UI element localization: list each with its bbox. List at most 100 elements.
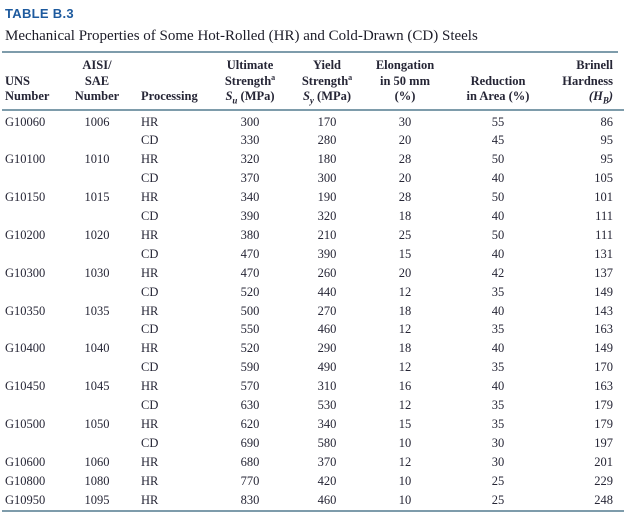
cell-aisi-sae-number bbox=[64, 320, 130, 339]
cell-reduction-in-area: 35 bbox=[491, 360, 505, 375]
cell-aisi-sae-number: 1095 bbox=[84, 492, 110, 507]
cell-aisi-sae-number: 1040 bbox=[84, 341, 110, 356]
table-row: G10400 1040 HR 520 290 18 40 149 bbox=[2, 339, 624, 358]
table-row: G10300 1030 HR 470 260 20 42 137 bbox=[2, 264, 624, 283]
table-row: G10600 1060 HR 680 370 12 30 201 bbox=[2, 453, 624, 472]
cell-processing: HR bbox=[141, 379, 159, 394]
cell-brinell-hardness: 111 bbox=[595, 209, 613, 224]
header-line: Sy (MPa) bbox=[302, 89, 352, 106]
cell-yield-strength: 530 bbox=[317, 398, 337, 413]
cell-processing: CD bbox=[141, 322, 159, 337]
table-row: G10200 1020 HR 380 210 25 50 111 bbox=[2, 226, 624, 245]
cell-ultimate-strength: 390 bbox=[240, 209, 260, 224]
table-body: G10060 1006 HR 300 170 30 55 86 CD 330 280 20 45 95 G1… bbox=[2, 110, 624, 511]
cell-reduction-in-area: 50 bbox=[491, 227, 505, 242]
cell-processing: HR bbox=[141, 114, 159, 129]
cell-uns-number: G10060 bbox=[5, 114, 46, 129]
cell-uns-number: G10200 bbox=[5, 227, 46, 242]
cell-uns-number: G10500 bbox=[5, 417, 46, 431]
cell-reduction-in-area: 40 bbox=[491, 341, 505, 356]
cell-aisi-sae-number: 1035 bbox=[84, 303, 110, 318]
col-header-processing: Processing bbox=[130, 55, 208, 111]
cell-brinell-hardness: 179 bbox=[594, 398, 613, 413]
cell-aisi-sae-number bbox=[64, 169, 130, 188]
cell-uns-number bbox=[2, 434, 64, 453]
cell-uns-number: G10300 bbox=[5, 265, 46, 280]
table-subtitle: Mechanical Properties of Some Hot-Rolled… bbox=[5, 28, 478, 44]
cell-brinell-hardness: 101 bbox=[594, 190, 613, 205]
col-header-uns-number: UNS Number bbox=[2, 55, 64, 111]
cell-elongation: 15 bbox=[398, 246, 412, 261]
cell-brinell-hardness: 131 bbox=[594, 246, 613, 261]
cell-ultimate-strength: 630 bbox=[240, 398, 260, 413]
cell-uns-number bbox=[2, 320, 64, 339]
cell-yield-strength: 210 bbox=[317, 227, 337, 242]
cell-yield-strength: 460 bbox=[317, 322, 337, 337]
cell-reduction-in-area: 55 bbox=[491, 114, 505, 129]
cell-elongation: 12 bbox=[398, 322, 412, 337]
cell-processing: CD bbox=[141, 246, 159, 261]
col-header-brinell-hardness: Brinell Hardness (HB) bbox=[548, 55, 624, 111]
cell-brinell-hardness: 105 bbox=[594, 171, 613, 186]
cell-ultimate-strength: 300 bbox=[240, 114, 260, 129]
header-line: Elongation bbox=[375, 58, 435, 72]
cell-processing: CD bbox=[141, 435, 159, 450]
cell-yield-strength: 170 bbox=[317, 114, 337, 129]
cell-reduction-in-area: 50 bbox=[491, 152, 505, 167]
horizontal-rule-top bbox=[2, 51, 618, 53]
table-row: CD 550 460 12 35 163 bbox=[2, 320, 624, 339]
cell-yield-strength: 260 bbox=[317, 265, 337, 280]
cell-reduction-in-area: 35 bbox=[491, 417, 505, 431]
cell-reduction-in-area: 35 bbox=[491, 322, 505, 337]
header-line: Hardness bbox=[562, 73, 613, 88]
cell-reduction-in-area: 35 bbox=[491, 398, 505, 413]
cell-ultimate-strength: 680 bbox=[240, 454, 260, 469]
cell-brinell-hardness: 201 bbox=[594, 454, 613, 469]
cell-reduction-in-area: 40 bbox=[491, 303, 505, 318]
footnote-marker: a bbox=[271, 72, 276, 82]
cell-elongation: 18 bbox=[398, 303, 412, 318]
cell-brinell-hardness: 163 bbox=[594, 322, 613, 337]
table-row: CD 370 300 20 40 105 bbox=[2, 169, 624, 188]
cell-aisi-sae-number bbox=[64, 207, 130, 226]
cell-uns-number: G10800 bbox=[5, 473, 46, 488]
cell-brinell-hardness: 111 bbox=[595, 227, 613, 242]
cell-processing: HR bbox=[141, 227, 159, 242]
cell-brinell-hardness: 149 bbox=[594, 284, 613, 299]
cell-ultimate-strength: 320 bbox=[240, 152, 260, 167]
cell-yield-strength: 270 bbox=[317, 303, 337, 318]
cell-ultimate-strength: 380 bbox=[240, 227, 260, 242]
cell-aisi-sae-number: 1045 bbox=[84, 379, 110, 394]
cell-ultimate-strength: 570 bbox=[240, 379, 260, 394]
cell-brinell-hardness: 143 bbox=[594, 303, 613, 318]
cell-elongation: 16 bbox=[398, 379, 412, 394]
cell-processing: HR bbox=[141, 473, 159, 488]
header-line: Reduction bbox=[470, 73, 526, 88]
cell-ultimate-strength: 590 bbox=[240, 360, 260, 375]
table-row: CD 470 390 15 40 131 bbox=[2, 245, 624, 264]
table-row: CD 390 320 18 40 111 bbox=[2, 207, 624, 226]
cell-processing: HR bbox=[141, 417, 159, 431]
cell-aisi-sae-number: 1010 bbox=[84, 152, 110, 167]
cell-uns-number: G10950 bbox=[5, 492, 46, 507]
cell-brinell-hardness: 179 bbox=[594, 417, 613, 431]
cell-brinell-hardness: 163 bbox=[594, 379, 613, 394]
cell-reduction-in-area: 40 bbox=[491, 379, 505, 394]
header-line: (HB) bbox=[588, 89, 613, 106]
cell-yield-strength: 300 bbox=[317, 171, 337, 186]
cell-ultimate-strength: 370 bbox=[240, 171, 260, 186]
col-header-elongation: Elongation in 50 mm (%) bbox=[362, 55, 448, 111]
header-line: (%) bbox=[394, 89, 416, 103]
cell-brinell-hardness: 95 bbox=[600, 152, 614, 167]
cell-processing: HR bbox=[141, 341, 159, 356]
mechanical-properties-table: UNS Number AISI/ SAE Number Processing U… bbox=[2, 55, 624, 512]
cell-yield-strength: 370 bbox=[317, 454, 337, 469]
cell-elongation: 18 bbox=[398, 341, 412, 356]
col-header-yield-strength: Yield Strengtha Sy (MPa) bbox=[292, 55, 362, 111]
cell-elongation: 25 bbox=[398, 227, 412, 242]
cell-elongation: 28 bbox=[398, 190, 412, 205]
table-row: G10800 1080 HR 770 420 10 25 229 bbox=[2, 472, 624, 491]
cell-processing: CD bbox=[141, 209, 159, 224]
cell-processing: CD bbox=[141, 284, 159, 299]
cell-elongation: 20 bbox=[398, 265, 412, 280]
